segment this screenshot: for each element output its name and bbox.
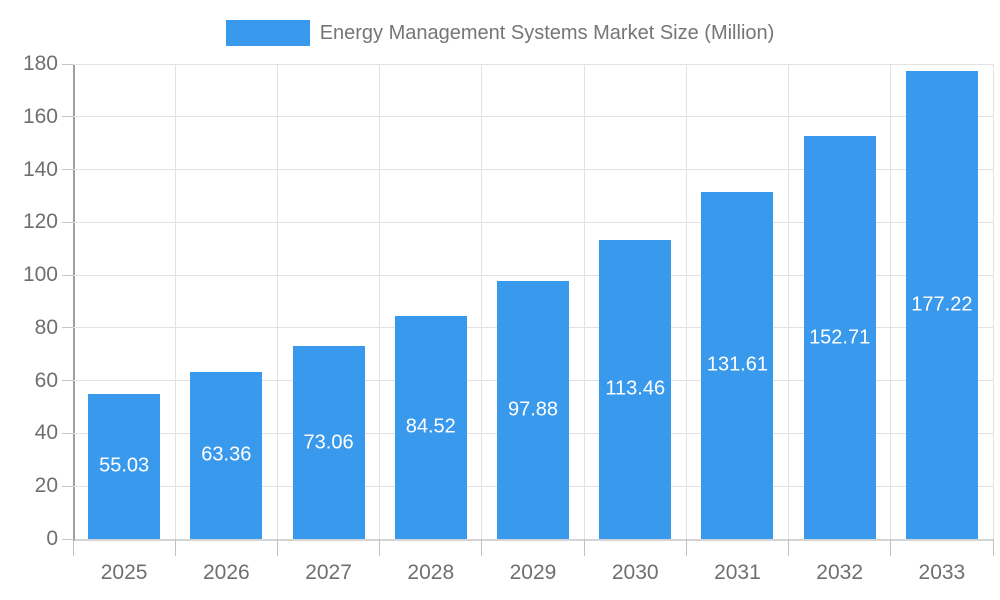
y-axis-label-80: 80 — [34, 315, 58, 339]
x-tick-1 — [174, 539, 176, 556]
bar-value-label-2026: 63.36 — [201, 443, 252, 466]
bar-2032: 152.71 — [803, 136, 876, 539]
y-tick-160 — [62, 116, 73, 118]
bar-value-label-2028: 84.52 — [405, 415, 456, 438]
bar-2026: 63.36 — [190, 371, 263, 539]
x-axis-label-2028: 2028 — [407, 561, 455, 584]
bar-value-label-2032: 152.71 — [809, 326, 871, 348]
y-tick-140 — [62, 169, 73, 171]
y-axis-label-20: 20 — [34, 474, 58, 498]
x-axis-label-2030: 2030 — [611, 561, 659, 584]
bar-value-label-2030: 113.46 — [605, 377, 666, 400]
y-axis-label-60: 60 — [34, 368, 58, 392]
x-axis-label-2031: 2031 — [714, 561, 761, 584]
bar-2031: 131.61 — [701, 191, 774, 539]
y-axis-label-0: 0 — [46, 527, 58, 550]
x-axis-label-2033: 2033 — [918, 561, 966, 584]
bar-2028: 84.52 — [394, 315, 467, 539]
x-tick-5 — [583, 539, 585, 556]
gridline-v-6 — [685, 64, 687, 539]
gridline-v-4 — [481, 64, 483, 539]
bar-value-label-2031: 131.61 — [706, 353, 769, 376]
x-tick-8 — [890, 539, 892, 556]
y-axis-label-140: 140 — [22, 157, 58, 181]
y-axis-label-160: 160 — [22, 104, 58, 128]
y-axis-label-40: 40 — [34, 421, 58, 445]
x-tick-6 — [685, 539, 687, 556]
gridline-h-100 — [73, 274, 993, 276]
y-tick-100 — [62, 274, 73, 276]
x-tick-9 — [992, 539, 994, 556]
bar-value-label-2025: 55.03 — [99, 454, 150, 477]
y-axis-label-120: 120 — [22, 210, 58, 234]
y-axis-line — [73, 64, 75, 541]
legend-label: Energy Management Systems Market Size (M… — [319, 21, 775, 44]
y-tick-0 — [62, 538, 73, 540]
x-axis-label-2025: 2025 — [100, 561, 148, 584]
x-tick-0 — [72, 539, 74, 556]
y-axis-label-100: 100 — [22, 263, 58, 287]
y-tick-60 — [62, 380, 73, 382]
y-tick-120 — [62, 221, 73, 223]
bar-2029: 97.88 — [497, 280, 569, 539]
y-tick-80 — [62, 327, 73, 329]
gridline-v-7 — [788, 64, 790, 539]
gridline-h-140 — [73, 169, 993, 171]
x-tick-3 — [379, 539, 381, 556]
chart-legend: Energy Management Systems Market Size (M… — [0, 20, 1000, 46]
gridline-h-160 — [73, 116, 993, 118]
gridline-v-2 — [276, 64, 278, 539]
gridline-v-3 — [379, 64, 381, 539]
y-axis-label-180: 180 — [22, 52, 58, 75]
x-tick-7 — [788, 539, 790, 556]
gridline-v-5 — [583, 64, 585, 539]
bar-2027: 73.06 — [292, 346, 365, 539]
y-tick-40 — [62, 432, 73, 434]
bar-value-label-2033: 177.22 — [911, 293, 973, 316]
legend-item-market-size[interactable]: Energy Management Systems Market Size (M… — [225, 20, 775, 46]
x-tick-4 — [481, 539, 483, 556]
bar-2025: 55.03 — [88, 393, 161, 539]
gridline-h-180 — [73, 63, 993, 65]
gridline-v-1 — [174, 64, 176, 539]
y-tick-20 — [62, 485, 73, 487]
bar-value-label-2029: 97.88 — [507, 398, 559, 421]
x-axis-label-2026: 2026 — [202, 561, 250, 584]
bar-2030: 113.46 — [599, 239, 672, 539]
gridline-h-120 — [73, 221, 993, 223]
x-axis-label-2027: 2027 — [305, 561, 352, 584]
y-tick-180 — [62, 63, 73, 65]
x-axis-label-2032: 2032 — [816, 561, 864, 584]
x-tick-2 — [276, 539, 278, 556]
bar-value-label-2027: 73.06 — [303, 431, 354, 454]
x-axis-label-2029: 2029 — [509, 561, 557, 584]
gridline-v-8 — [890, 64, 892, 539]
gridline-v-9 — [992, 64, 994, 539]
legend-swatch-icon — [225, 20, 310, 46]
bar-2033: 177.22 — [905, 71, 978, 539]
plot-area: 0 20 40 60 80 100 120 140 160 180 55.03 2025 63.36 20… — [23, 52, 994, 584]
